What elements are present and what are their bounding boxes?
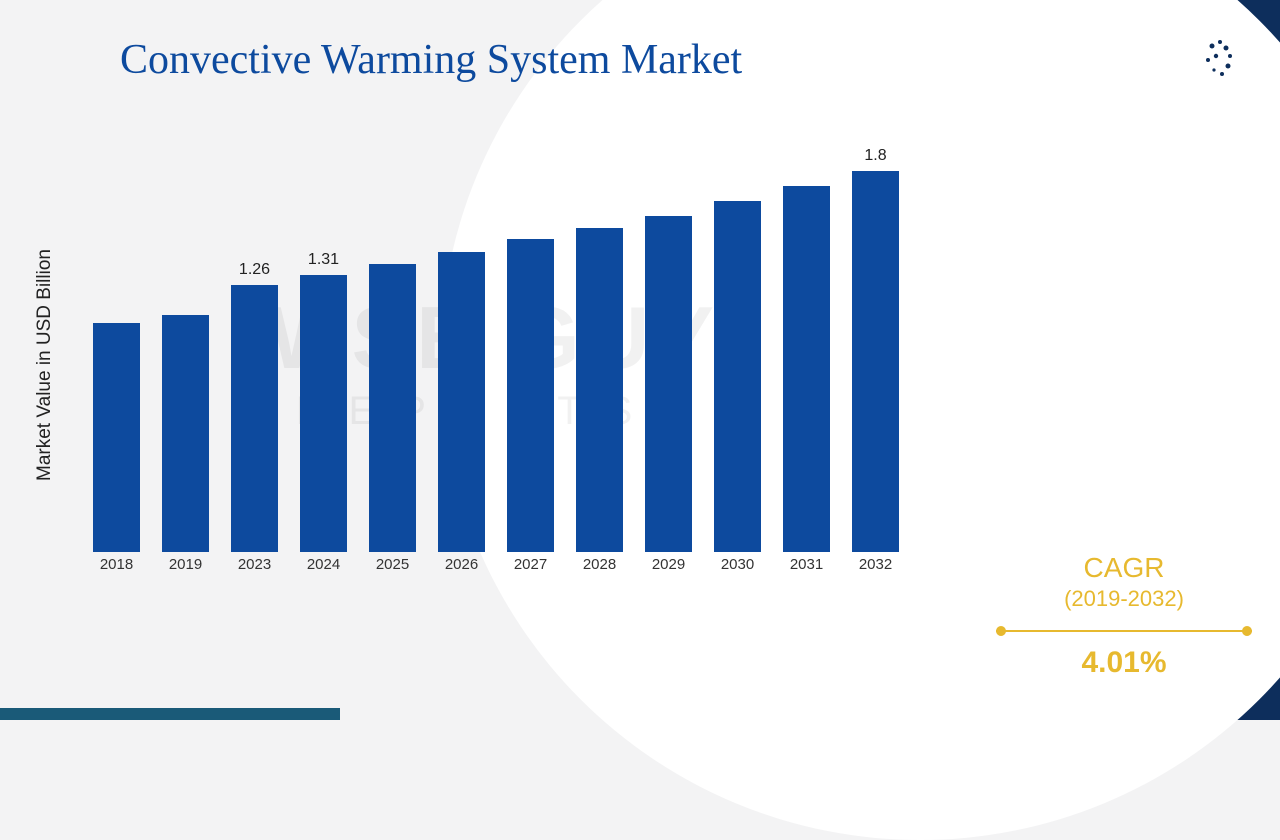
x-label: 2019 bbox=[162, 556, 209, 580]
bars-container: 1.26 1.31 1.8 bbox=[87, 150, 905, 552]
bar-2018 bbox=[93, 323, 140, 552]
plot-area: 1.26 1.31 1.8 bbox=[87, 150, 905, 552]
bar bbox=[576, 228, 623, 552]
x-label: 2031 bbox=[783, 556, 830, 580]
bar-2026 bbox=[438, 252, 485, 552]
cagr-panel: CAGR (2019-2032) 4.01% bbox=[996, 552, 1252, 680]
bar-2027 bbox=[507, 239, 554, 552]
bar bbox=[93, 323, 140, 552]
bar-2028 bbox=[576, 228, 623, 552]
bar-2024: 1.31 bbox=[300, 251, 347, 552]
bar bbox=[714, 201, 761, 552]
x-label: 2026 bbox=[438, 556, 485, 580]
x-label: 2018 bbox=[93, 556, 140, 580]
head-icon bbox=[1182, 26, 1252, 96]
bar-value-label: 1.26 bbox=[239, 261, 270, 279]
bar-2025 bbox=[369, 264, 416, 552]
bar-2032: 1.8 bbox=[852, 147, 899, 552]
logo-text-top: WISE GUY bbox=[978, 26, 1172, 56]
page: WISE GUY REPORTS Convective Warming Syst… bbox=[0, 0, 1280, 720]
bar bbox=[300, 275, 347, 552]
cagr-divider bbox=[996, 630, 1252, 632]
bar-2030 bbox=[714, 201, 761, 552]
bar bbox=[783, 186, 830, 552]
bar-2029 bbox=[645, 216, 692, 552]
brand-logo: WISE GUY R E P O R T S bbox=[978, 26, 1252, 96]
bar bbox=[438, 252, 485, 552]
bar-2031 bbox=[783, 186, 830, 552]
y-axis-label: Market Value in USD Billion bbox=[34, 249, 56, 481]
bar-2019 bbox=[162, 315, 209, 552]
bar bbox=[231, 285, 278, 552]
cagr-label: CAGR bbox=[996, 552, 1252, 584]
x-label: 2032 bbox=[852, 556, 899, 580]
bar-value-label: 1.31 bbox=[308, 251, 339, 269]
bar bbox=[645, 216, 692, 552]
cagr-value: 4.01% bbox=[996, 646, 1252, 680]
bar-chart: Market Value in USD Billion 1.261.311.8 … bbox=[45, 150, 905, 580]
bar-2023: 1.26 bbox=[231, 261, 278, 552]
x-label: 2028 bbox=[576, 556, 623, 580]
bar bbox=[369, 264, 416, 552]
cagr-range: (2019-2032) bbox=[996, 586, 1252, 612]
x-label: 2030 bbox=[714, 556, 761, 580]
chart-title: Convective Warming System Market bbox=[120, 36, 742, 84]
x-label: 2027 bbox=[507, 556, 554, 580]
x-label: 2029 bbox=[645, 556, 692, 580]
bar bbox=[507, 239, 554, 552]
x-label: 2023 bbox=[231, 556, 278, 580]
x-label: 2024 bbox=[300, 556, 347, 580]
logo-text-bottom: R E P O R T S bbox=[978, 60, 1172, 76]
x-label: 2025 bbox=[369, 556, 416, 580]
bar-value-label: 1.8 bbox=[864, 147, 886, 165]
bar bbox=[162, 315, 209, 552]
x-axis-labels: 2018 2019 2023 2024 2025 2026 2027 2028 2029 2030… bbox=[87, 556, 905, 580]
footer-accent-bar bbox=[0, 708, 340, 720]
bar bbox=[852, 171, 899, 552]
